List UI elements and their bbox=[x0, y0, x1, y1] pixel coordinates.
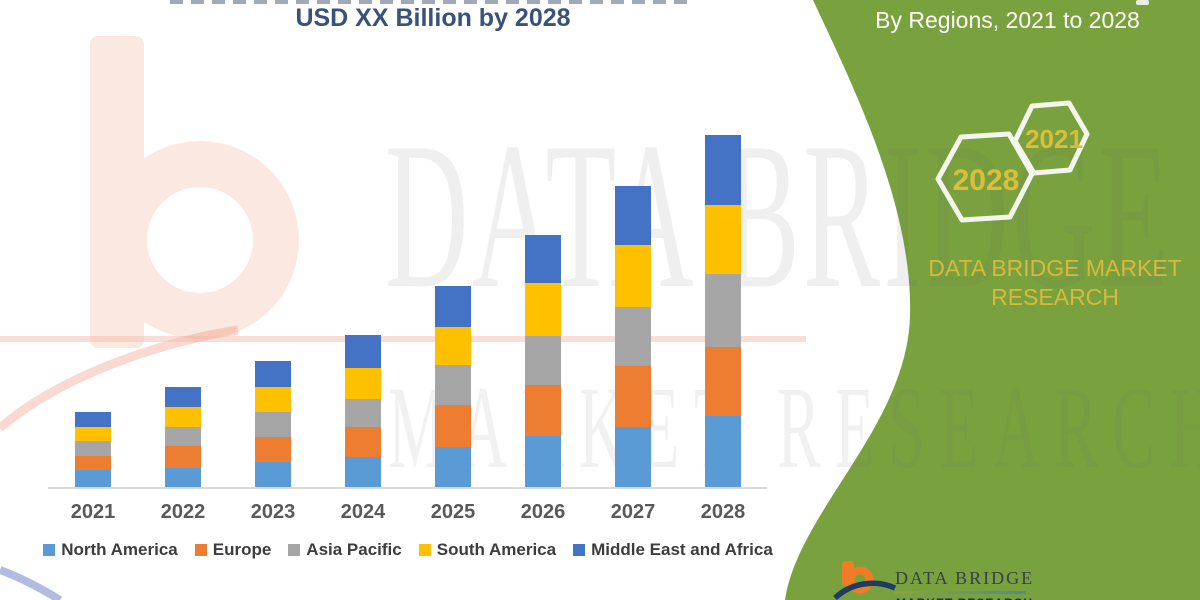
x-axis-label-2021: 2021 bbox=[70, 501, 116, 523]
bar-segment-europe-2023 bbox=[255, 437, 291, 462]
legend-label: Europe bbox=[212, 540, 272, 559]
bar-segment-south-america-2024 bbox=[345, 368, 381, 399]
bar-segment-north-america-2025 bbox=[435, 447, 471, 488]
bar-segment-middle-east-and-africa-2026 bbox=[525, 235, 561, 283]
clipped-top-text-fragment bbox=[1136, 0, 1149, 5]
bar-segment-south-america-2025 bbox=[435, 327, 471, 365]
bar-segment-north-america-2026 bbox=[525, 436, 561, 488]
bar-segment-south-america-2023 bbox=[255, 387, 291, 412]
bar-segment-middle-east-and-africa-2025 bbox=[435, 286, 471, 327]
legend-item-asia-pacific: Asia Pacific bbox=[288, 540, 402, 560]
bar-segment-south-america-2028 bbox=[705, 205, 741, 274]
legend-swatch-icon bbox=[194, 544, 207, 556]
watermark-b-bowl bbox=[101, 141, 299, 339]
footer-b-bowl bbox=[846, 566, 874, 594]
bar-segment-north-america-2027 bbox=[615, 427, 651, 488]
x-axis-label-2027: 2027 bbox=[610, 501, 656, 523]
x-axis-label-2022: 2022 bbox=[160, 501, 206, 523]
bar-segment-europe-2028 bbox=[705, 347, 741, 416]
title-line1-clipped bbox=[170, 0, 695, 4]
bar-segment-asia-pacific-2024 bbox=[345, 399, 381, 427]
bar-segment-asia-pacific-2023 bbox=[255, 412, 291, 437]
bar-segment-middle-east-and-africa-2028 bbox=[705, 135, 741, 205]
bar-segment-middle-east-and-africa-2027 bbox=[615, 186, 651, 245]
footer-logo-icon bbox=[833, 561, 897, 600]
legend-item-north-america: North America bbox=[43, 540, 178, 560]
bar-segment-north-america-2021 bbox=[75, 470, 111, 488]
hexagon-2028-label: 2028 bbox=[953, 164, 1020, 197]
x-axis-label-2023: 2023 bbox=[250, 501, 296, 523]
bar-segment-europe-2024 bbox=[345, 427, 381, 457]
legend-label: Asia Pacific bbox=[306, 540, 402, 559]
bar-segment-europe-2026 bbox=[525, 385, 561, 436]
x-axis-label-2026: 2026 bbox=[520, 501, 566, 523]
panel-heading: By Regions, 2021 to 2028 bbox=[875, 7, 1140, 33]
hexagon-2021 bbox=[1012, 100, 1090, 176]
bar-segment-europe-2021 bbox=[75, 456, 111, 470]
footer-brand-underline bbox=[895, 591, 1026, 594]
legend-label: South America bbox=[436, 540, 557, 559]
legend-swatch-icon bbox=[288, 544, 301, 556]
bar-segment-south-america-2026 bbox=[525, 283, 561, 336]
bar-segment-europe-2025 bbox=[435, 405, 471, 447]
x-axis-label-2024: 2024 bbox=[340, 501, 386, 523]
bar-segment-asia-pacific-2021 bbox=[75, 441, 111, 456]
bar-segment-middle-east-and-africa-2021 bbox=[75, 412, 111, 427]
panel-brand-line1: DATA BRIDGE MARKET bbox=[928, 255, 1182, 281]
chart-legend: North America Europe Asia Pacific South Ame… bbox=[43, 540, 773, 560]
watermark-red-swoosh bbox=[0, 325, 239, 432]
bar-segment-asia-pacific-2026 bbox=[525, 336, 561, 385]
x-axis-label-2028: 2028 bbox=[700, 501, 746, 523]
watermark-blue-swoosh bbox=[0, 566, 63, 600]
legend-swatch-icon bbox=[573, 544, 586, 556]
green-panel-shape bbox=[785, 0, 1200, 600]
legend-item-middle-east-and-africa: Middle East and Africa bbox=[573, 540, 773, 560]
bar-segment-middle-east-and-africa-2022 bbox=[165, 387, 201, 407]
bar-segment-asia-pacific-2027 bbox=[615, 307, 651, 366]
legend-item-europe: Europe bbox=[194, 540, 272, 560]
watermark-salmon-line bbox=[0, 336, 806, 342]
bar-segment-asia-pacific-2022 bbox=[165, 427, 201, 446]
hexagon-2021-label: 2021 bbox=[1025, 124, 1083, 154]
chart-title: USD XX Billion by 2028 bbox=[295, 4, 571, 32]
bar-segment-north-america-2022 bbox=[165, 468, 201, 488]
x-axis-label-2025: 2025 bbox=[430, 501, 476, 523]
bar-segment-asia-pacific-2028 bbox=[705, 274, 741, 347]
bar-segment-asia-pacific-2025 bbox=[435, 365, 471, 405]
watermark-logo-b bbox=[0, 36, 299, 600]
footer-subtext-clipped: MARKET RESEARCH bbox=[896, 596, 1046, 600]
bar-segment-middle-east-and-africa-2024 bbox=[345, 335, 381, 368]
legend-swatch-icon bbox=[43, 544, 56, 556]
bar-segment-europe-2022 bbox=[165, 446, 201, 468]
bar-segment-europe-2027 bbox=[615, 366, 651, 427]
bar-segment-south-america-2022 bbox=[165, 407, 201, 427]
legend-swatch-icon bbox=[418, 544, 431, 556]
bar-segment-north-america-2028 bbox=[705, 416, 741, 488]
footer-navy-swoosh bbox=[833, 580, 897, 600]
x-axis-line bbox=[48, 487, 767, 489]
bar-segment-south-america-2027 bbox=[615, 245, 651, 307]
bar-segment-north-america-2024 bbox=[345, 457, 381, 488]
legend-label: Middle East and Africa bbox=[591, 540, 773, 559]
bar-segment-middle-east-and-africa-2023 bbox=[255, 361, 291, 387]
bar-segment-south-america-2021 bbox=[75, 427, 111, 441]
legend-item-south-america: South America bbox=[418, 540, 557, 560]
legend-label: North America bbox=[61, 540, 178, 559]
footer-brand-text: DATA BRIDGE bbox=[895, 568, 1035, 588]
panel-brand-line2: RESEARCH bbox=[991, 284, 1119, 310]
bar-segment-north-america-2023 bbox=[255, 462, 291, 488]
